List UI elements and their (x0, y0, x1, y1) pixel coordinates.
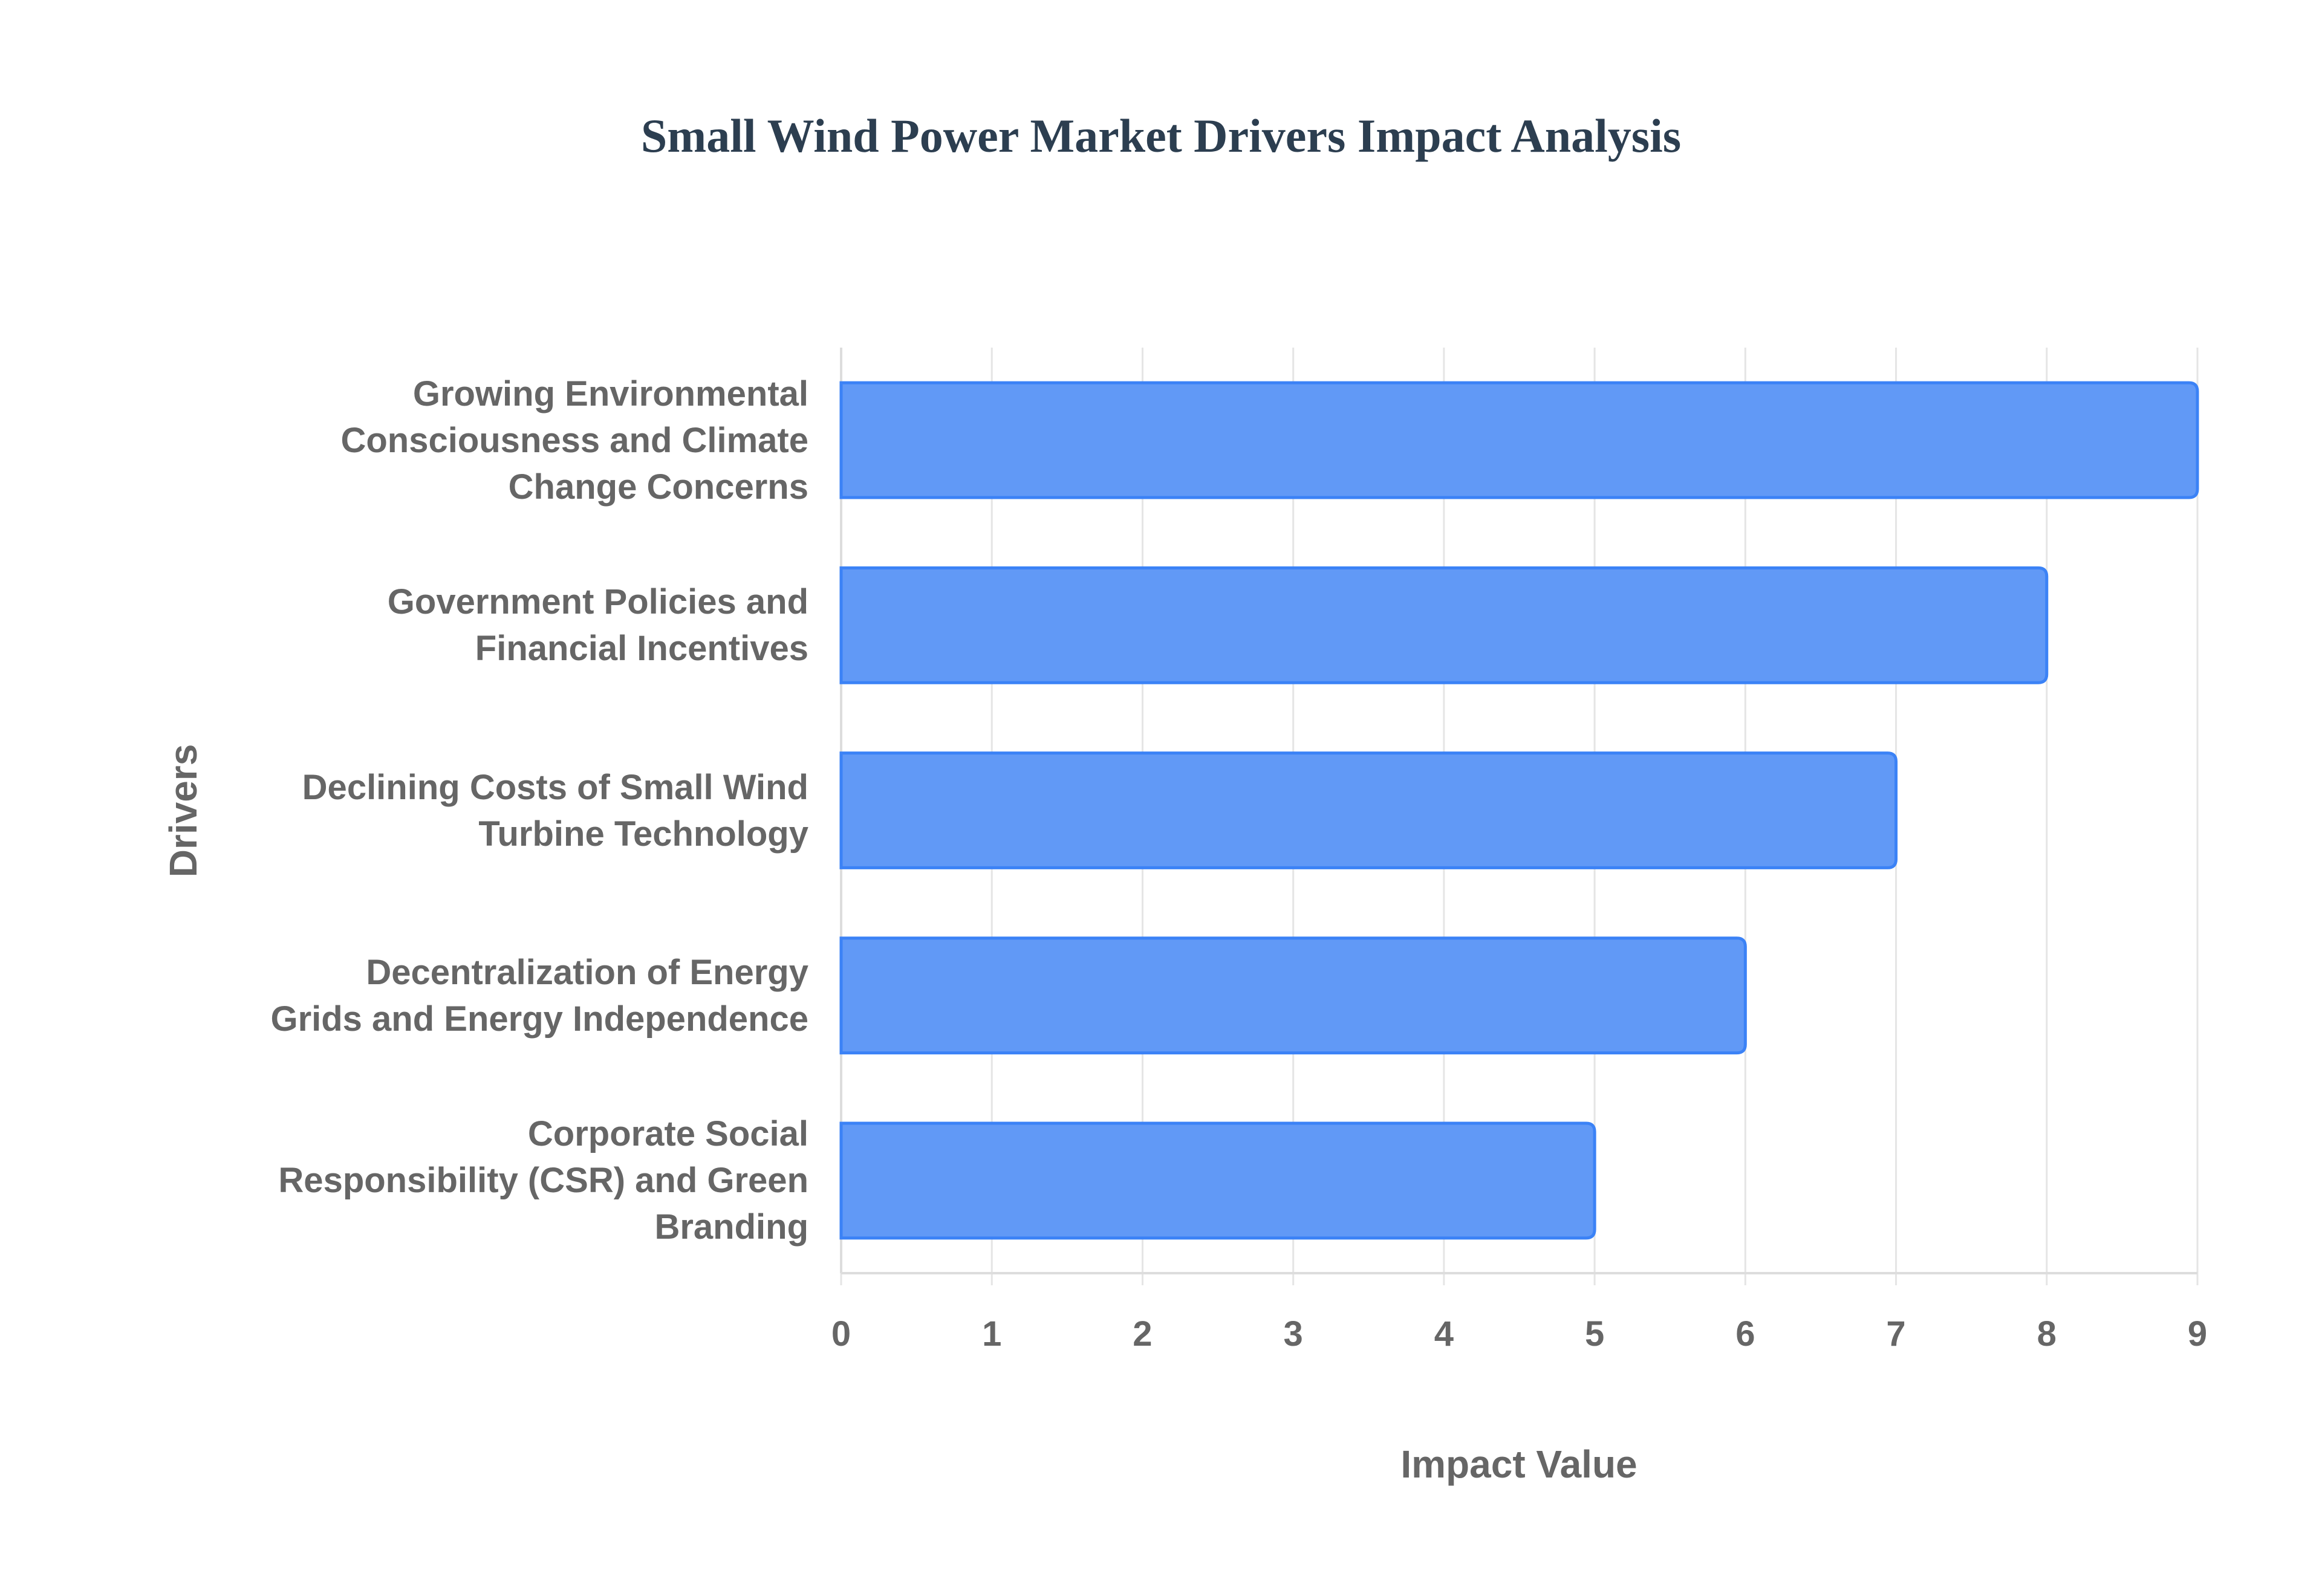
y-tick-label: Growing Environmental Consciousness and C… (204, 371, 808, 510)
y-axis-title: Drivers (161, 744, 205, 878)
y-tick-label-line: Growing Environmental (412, 374, 808, 414)
x-tick-label: 6 (1735, 1314, 1755, 1354)
y-tick-label-line: Turbine Technology (478, 814, 808, 854)
y-tick-label-line: Corporate Social (527, 1114, 808, 1154)
x-tick-label: 5 (1585, 1314, 1604, 1354)
y-tick-label-line: Decentralization of Energy (366, 952, 808, 992)
y-tick-label: Corporate Social Responsibility (CSR) and… (204, 1111, 808, 1250)
bar (839, 1121, 1596, 1240)
bar (839, 566, 2049, 684)
y-tick-label: Government Policies and Financial Incenti… (204, 579, 808, 672)
x-tick-label: 0 (831, 1314, 851, 1354)
bar (839, 381, 2199, 499)
x-tick-label: 2 (1133, 1314, 1152, 1354)
bar (839, 936, 1747, 1055)
y-tick-label-line: Branding (654, 1207, 808, 1247)
x-axis-title: Impact Value (1400, 1442, 1637, 1486)
y-tick-label-line: Declining Costs of Small Wind (302, 767, 808, 807)
chart-title: Small Wind Power Market Drivers Impact A… (640, 109, 1682, 162)
x-tick-label: 8 (2037, 1314, 2057, 1354)
y-tick-label-line: Responsibility (CSR) and Green (278, 1161, 808, 1201)
y-tick-label: Decentralization of Energy Grids and Ener… (204, 949, 808, 1042)
x-tick-label: 7 (1886, 1314, 1905, 1354)
y-tick-label-line: Change Concerns (508, 467, 808, 507)
y-tick-label-line: Financial Incentives (475, 629, 808, 669)
x-tick-label: 1 (982, 1314, 1001, 1354)
y-tick-label-line: Government Policies and (387, 582, 808, 622)
x-tick-label: 3 (1284, 1314, 1303, 1354)
y-tick-label: Declining Costs of Small Wind Turbine Tec… (204, 764, 808, 857)
x-tick-label: 9 (2188, 1314, 2207, 1354)
x-tick-label: 4 (1434, 1314, 1454, 1354)
bar (839, 751, 1898, 869)
y-tick-label-line: Consciousness and Climate (340, 420, 808, 460)
y-tick-label-line: Grids and Energy Independence (270, 999, 808, 1039)
